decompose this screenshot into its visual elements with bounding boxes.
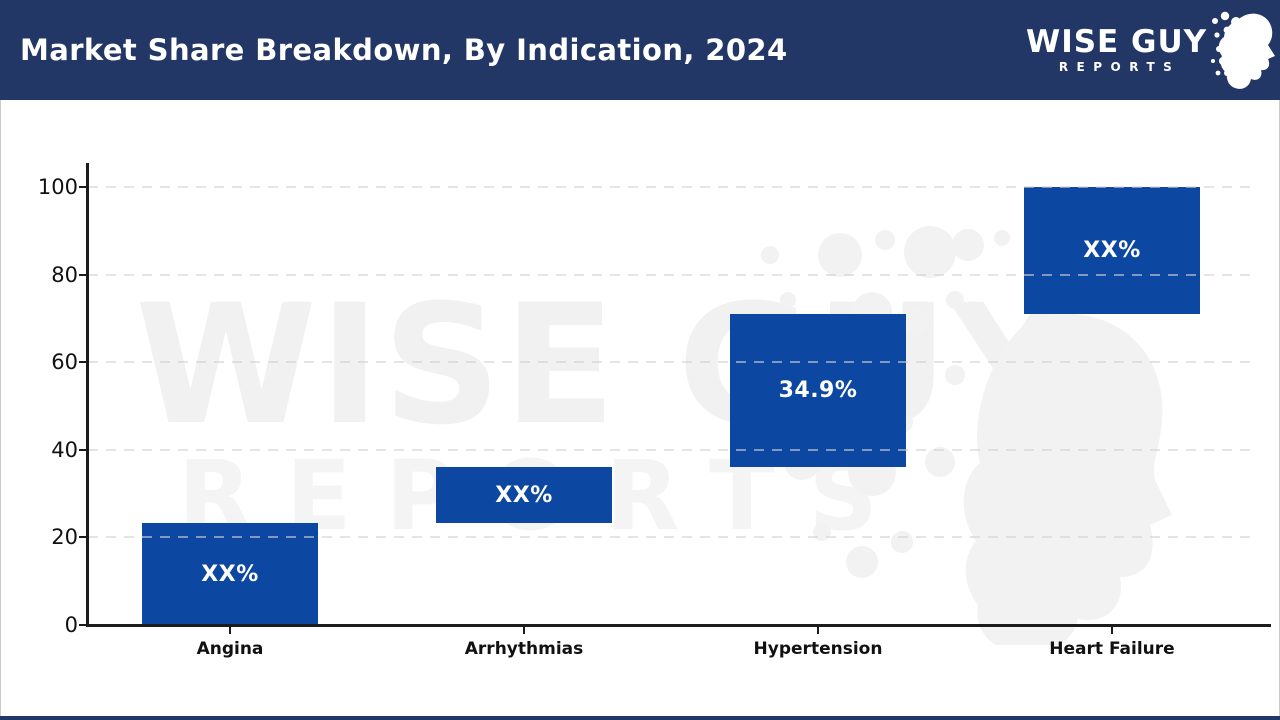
header-bar: Market Share Breakdown, By Indication, 2… [0, 0, 1280, 100]
logo-subtitle: REPORTS [1058, 60, 1181, 74]
watermark-face-icon [740, 226, 1172, 645]
wise-guy-logo: WISE GUY REPORTS [1026, 8, 1276, 92]
footer-bar [0, 716, 1280, 720]
logo-wordmark: WISE GUY [1026, 24, 1208, 60]
logo-face-icon [1211, 11, 1276, 89]
page-title: Market Share Breakdown, By Indication, 2… [20, 33, 788, 67]
logo-text: WISE GUY REPORTS [1026, 26, 1207, 74]
